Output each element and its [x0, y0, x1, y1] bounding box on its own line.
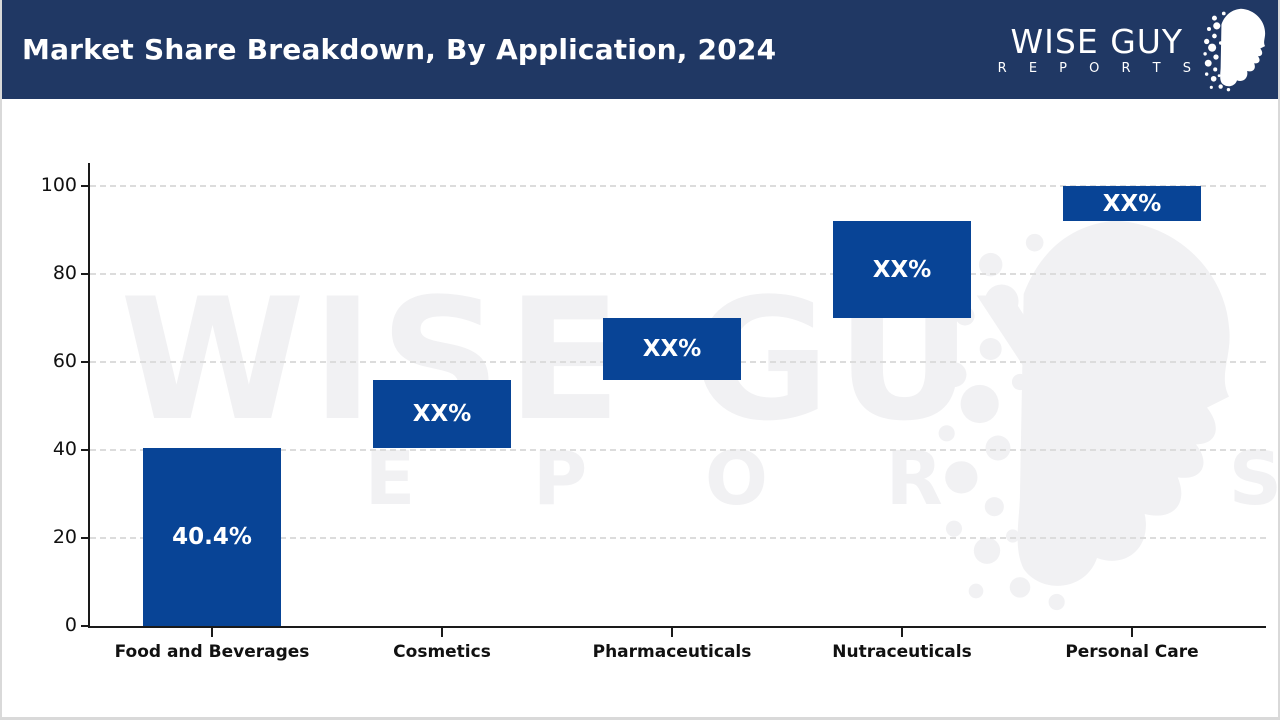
bar-value-label: XX% — [1102, 190, 1162, 217]
x-axis — [88, 626, 1266, 628]
gridline — [90, 537, 1266, 539]
brand-logo: WISE GUY R E P O R T S — [994, 7, 1272, 93]
bar-food-and-beverages: 40.4% — [143, 448, 281, 626]
brand-head-icon — [1202, 7, 1272, 93]
y-tick — [81, 273, 90, 275]
bar-value-label: XX% — [412, 400, 472, 427]
y-tick-label: 20 — [52, 526, 77, 548]
x-tick — [441, 628, 443, 637]
y-tick-label: 0 — [64, 614, 77, 636]
x-category-label: Pharmaceuticals — [592, 642, 752, 662]
chart-title: Market Share Breakdown, By Application, … — [22, 33, 777, 66]
y-tick — [81, 449, 90, 451]
bar-pharmaceuticals: XX% — [603, 318, 741, 380]
x-tick — [671, 628, 673, 637]
y-tick-label: 100 — [40, 174, 77, 196]
gridline — [90, 273, 1266, 275]
x-tick — [901, 628, 903, 637]
y-tick-label: 80 — [52, 262, 77, 284]
bar-nutraceuticals: XX% — [833, 221, 971, 318]
brand-name: WISE GUY — [1010, 21, 1184, 61]
y-tick-label: 60 — [52, 350, 77, 372]
y-tick-label: 40 — [52, 438, 77, 460]
x-category-label: Nutraceuticals — [832, 642, 972, 662]
bar-cosmetics: XX% — [373, 379, 511, 449]
x-tick — [1131, 628, 1133, 637]
y-tick — [81, 625, 90, 627]
y-tick — [81, 361, 90, 363]
gridline — [90, 449, 1266, 451]
bar-personal-care: XX% — [1063, 186, 1201, 222]
y-tick — [81, 185, 90, 187]
gridline — [90, 185, 1266, 187]
y-tick — [81, 537, 90, 539]
x-tick — [211, 628, 213, 637]
bar-value-label: XX% — [872, 256, 932, 283]
bar-value-label: XX% — [642, 335, 702, 362]
brand-subname: R E P O R T S — [997, 60, 1200, 76]
x-category-label: Food and Beverages — [114, 642, 310, 662]
x-category-label: Personal Care — [1065, 642, 1199, 662]
watermark-head-icon — [932, 195, 1262, 639]
y-axis — [88, 163, 90, 628]
bar-value-label: 40.4% — [172, 524, 252, 551]
brand-logo-text: WISE GUY R E P O R T S — [994, 25, 1200, 75]
header-bar: Market Share Breakdown, By Application, … — [2, 0, 1278, 99]
x-category-label: Cosmetics — [393, 642, 491, 662]
